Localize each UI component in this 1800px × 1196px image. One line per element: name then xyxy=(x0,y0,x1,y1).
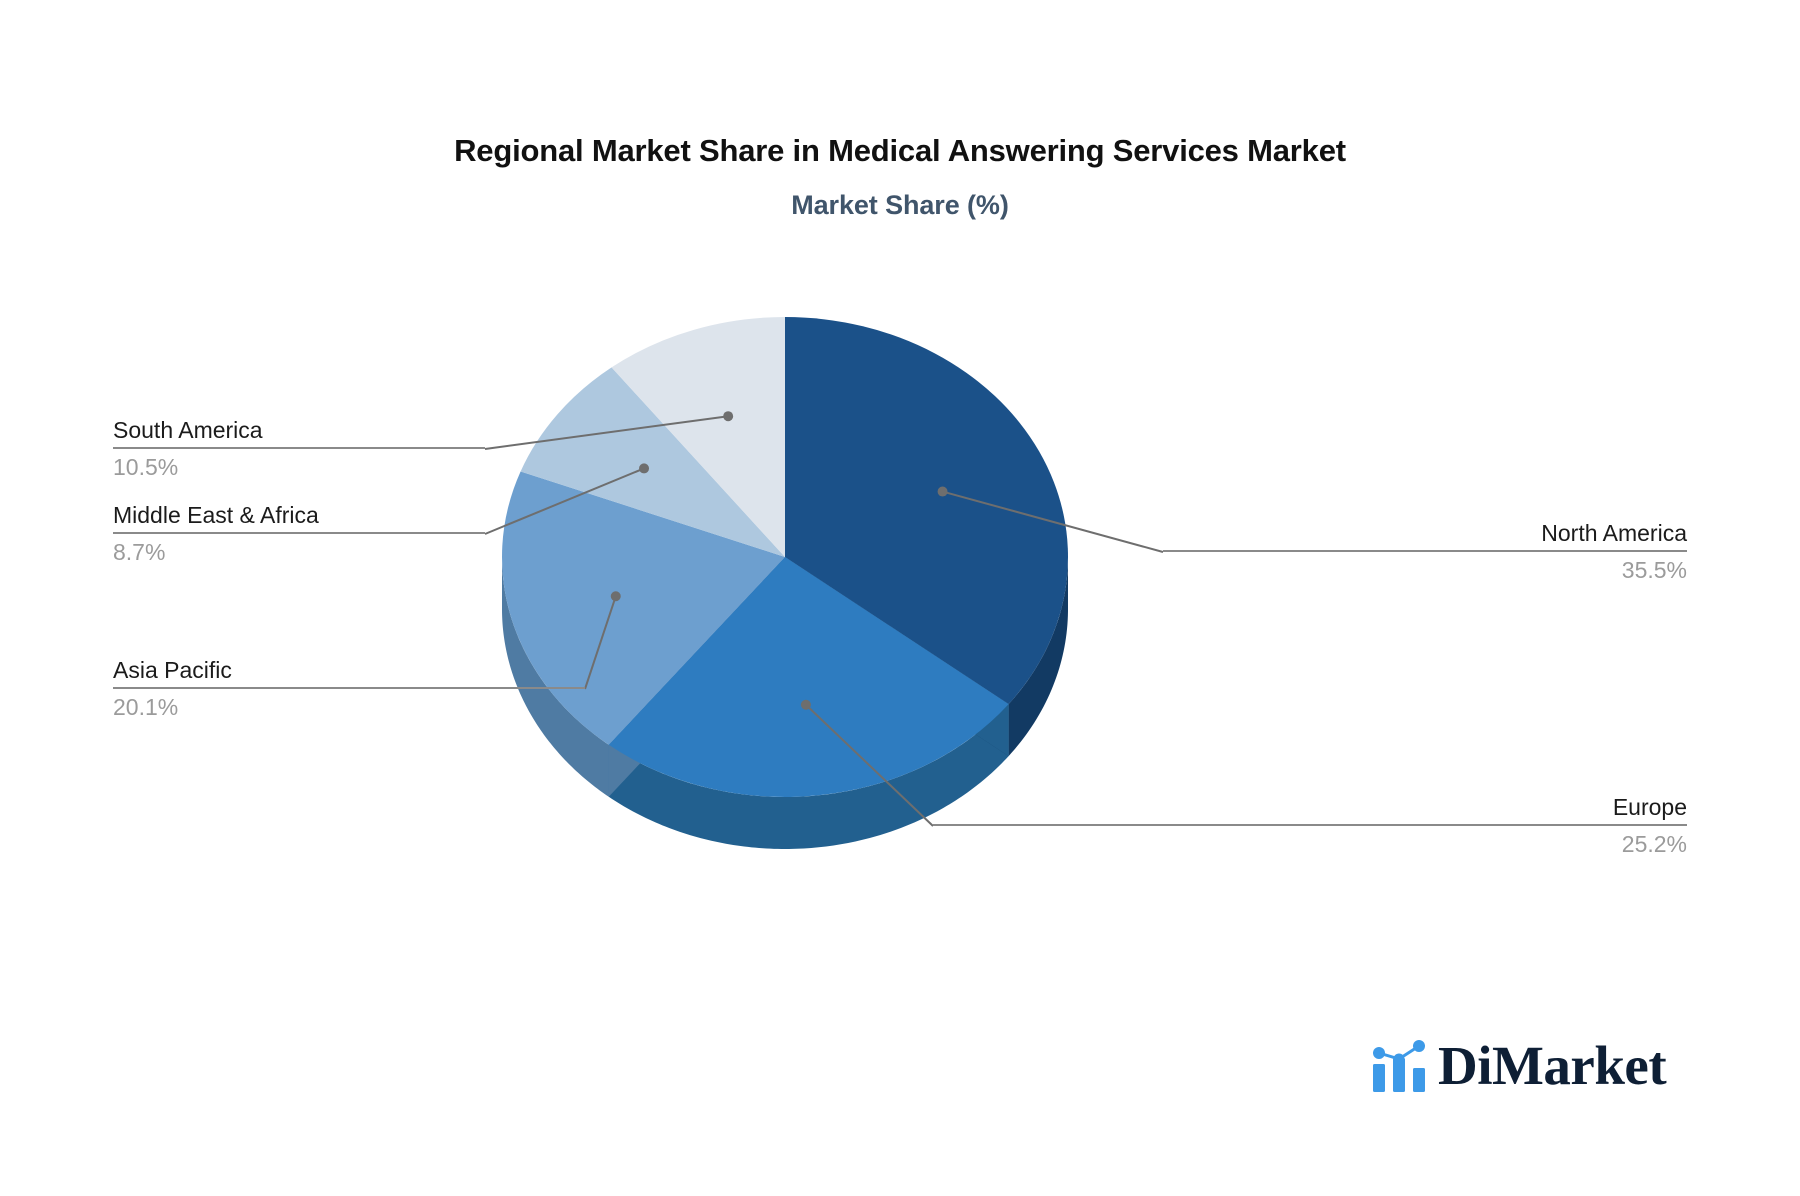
callout-middle-east-africa[interactable]: Middle East & Africa 8.7% xyxy=(113,500,485,568)
callout-label-asia-pacific: Asia Pacific xyxy=(113,657,232,683)
callout-label-middle-east-africa: Middle East & Africa xyxy=(113,502,319,528)
pie-slice-asia-pacific xyxy=(501,471,785,745)
callout-label-south-america: South America xyxy=(113,417,263,443)
pie-slice-north-america xyxy=(785,317,1069,705)
callout-label-europe: Europe xyxy=(1612,794,1687,820)
brand-name: DiMarket xyxy=(1438,1035,1667,1096)
callout-rule xyxy=(933,824,1687,826)
callout-value-south-america: 10.5% xyxy=(113,454,179,480)
callout-rule xyxy=(113,447,485,449)
leader-lines xyxy=(484,411,1164,827)
callout-value-asia-pacific: 20.1% xyxy=(113,694,179,720)
pie-3d xyxy=(501,317,1069,849)
pie-slice-middle-east-africa xyxy=(520,367,785,557)
pie-slice-south-america xyxy=(611,317,785,557)
callout-north-america[interactable]: North America 35.5% xyxy=(1163,518,1687,586)
callout-asia-pacific[interactable]: Asia Pacific 20.1% xyxy=(113,655,585,723)
callout-value-north-america: 35.5% xyxy=(1621,557,1687,583)
brand-logo[interactable]: DiMarket xyxy=(1372,1035,1667,1096)
callout-rule xyxy=(113,532,485,534)
callout-europe[interactable]: Europe 25.2% xyxy=(933,792,1687,860)
callout-value-middle-east-africa: 8.7% xyxy=(113,539,166,565)
callout-value-europe: 25.2% xyxy=(1621,831,1687,857)
bar-chart-logo-icon xyxy=(1373,1039,1425,1092)
callout-label-north-america: North America xyxy=(1541,520,1687,546)
callout-south-america[interactable]: South America 10.5% xyxy=(113,415,485,483)
page-title: Regional Market Share in Medical Answeri… xyxy=(454,133,1346,168)
pie-slice-europe xyxy=(608,557,1009,798)
callout-rule xyxy=(1163,550,1687,552)
chart-subtitle: Market Share (%) xyxy=(791,190,1009,220)
callout-rule xyxy=(113,687,585,689)
